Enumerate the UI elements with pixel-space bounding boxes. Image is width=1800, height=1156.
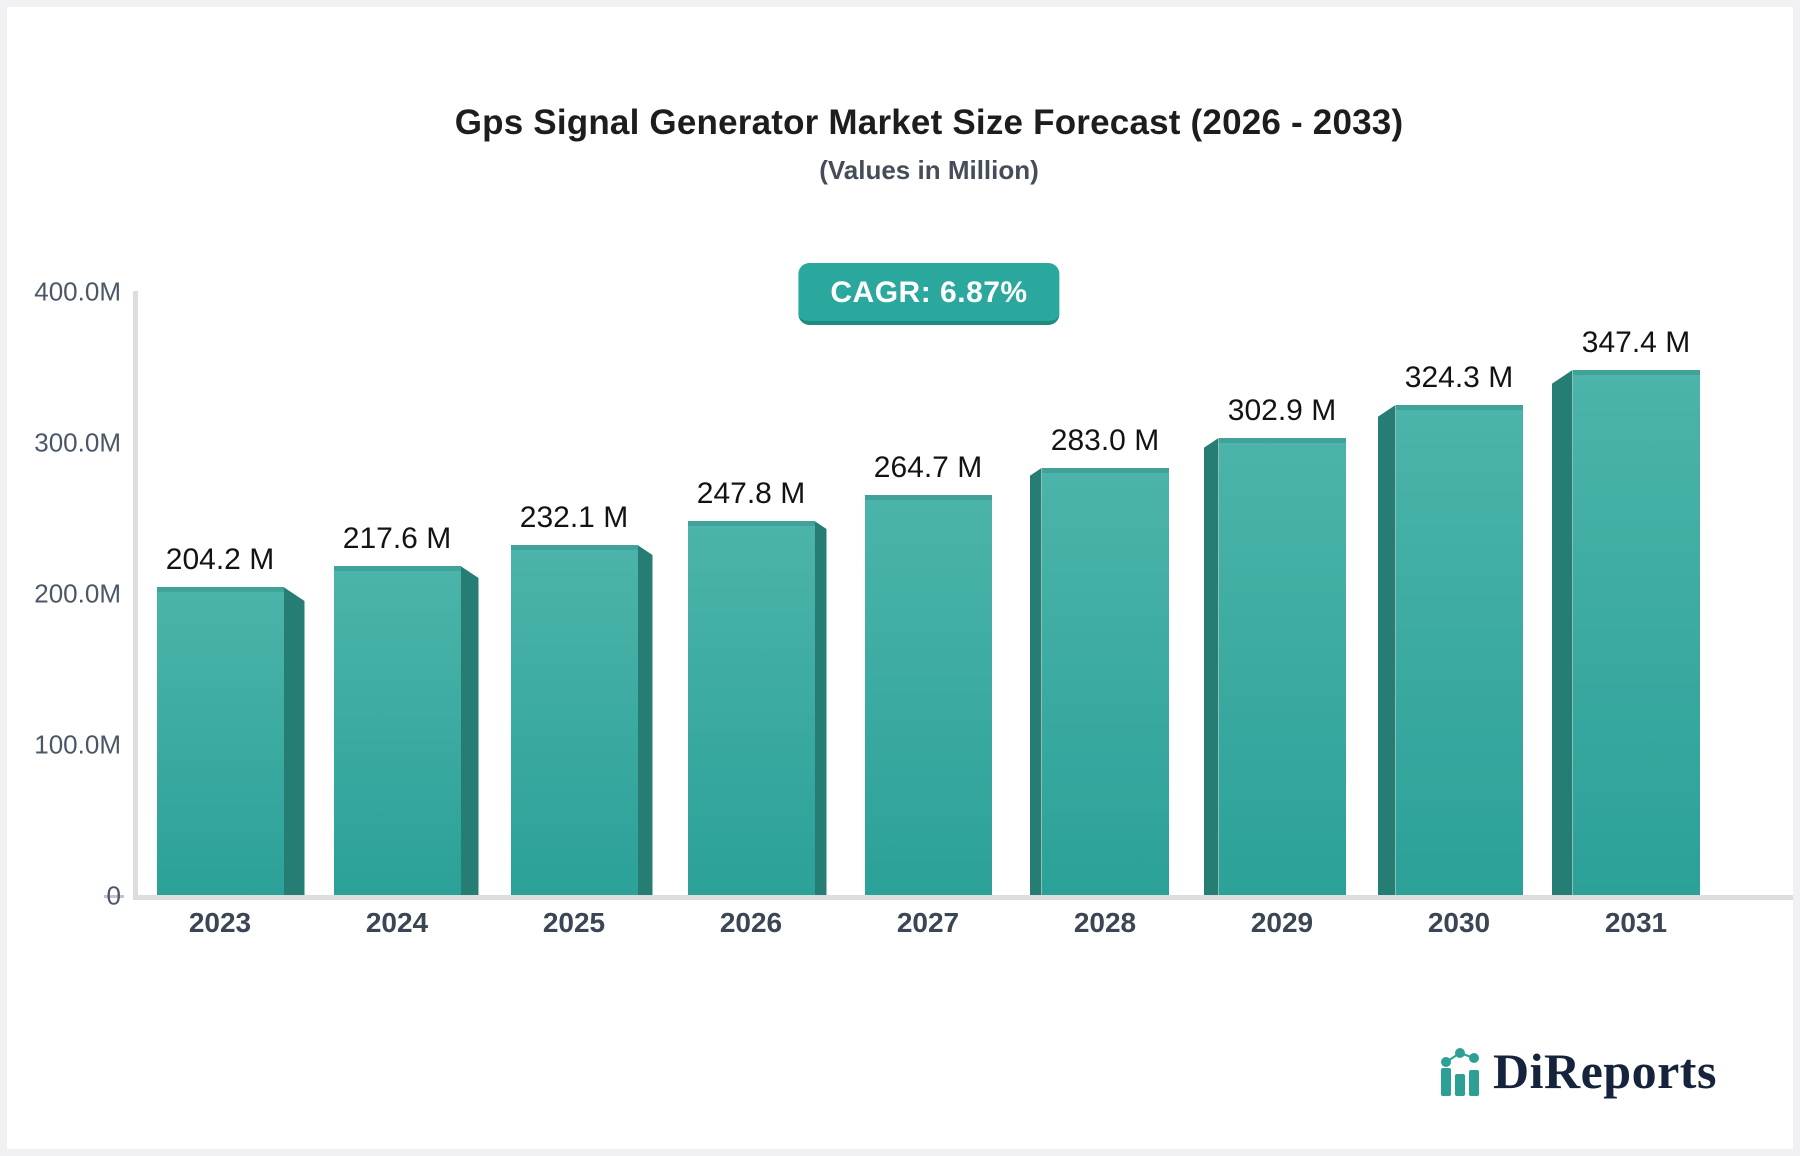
x-axis-tick-label: 2025 (542, 907, 606, 938)
bar-2031[interactable] (1572, 370, 1700, 895)
bar-2023-side (283, 587, 305, 895)
y-axis-tick-label: 0 (106, 880, 121, 911)
x-axis-tick-label: 2031 (1604, 907, 1668, 938)
bar-value-label: 283.0 M (1050, 424, 1160, 457)
x-axis-tick-label: 2028 (1073, 907, 1137, 938)
bar-2024[interactable] (333, 566, 461, 895)
x-axis-tick-label: 2029 (1250, 907, 1314, 938)
bar-2024-side (460, 566, 479, 895)
bar-2025-side (637, 545, 653, 895)
x-axis-tick-label: 2024 (365, 907, 429, 938)
bar-2027[interactable] (864, 495, 992, 895)
chart-title: Gps Signal Generator Market Size Forecas… (454, 103, 1404, 142)
chart-subtitle: (Values in Million) (819, 155, 1039, 185)
bar-value-label: 247.8 M (696, 477, 806, 510)
bar-2023[interactable] (156, 587, 284, 895)
x-axis-tick-label: 2030 (1427, 907, 1491, 938)
bar-2025[interactable] (510, 545, 638, 895)
bar-value-label: 347.4 M (1581, 326, 1691, 359)
bar-2026-side (814, 521, 827, 895)
y-axis-tick-label: 300.0M (34, 427, 121, 458)
bar-2029[interactable] (1218, 438, 1346, 895)
bar-value-label: 232.1 M (519, 501, 629, 534)
y-axis-tick-label: 400.0M (34, 276, 121, 307)
bar-value-label: 264.7 M (873, 451, 983, 484)
y-axis-tick-label: 100.0M (34, 729, 121, 760)
cagr-badge: CAGR: 6.87% (798, 263, 1060, 325)
bar-2026[interactable] (687, 521, 815, 895)
y-axis-line (133, 291, 138, 900)
bar-value-label: 324.3 M (1404, 361, 1514, 394)
y-axis-tick-label: 200.0M (34, 578, 121, 609)
zero-tick-mark (104, 895, 124, 898)
bar-2029-side (1203, 438, 1219, 895)
x-axis-tick-label: 2027 (896, 907, 960, 938)
x-axis-tick-label: 2026 (719, 907, 783, 938)
brand-logo-text: DiReports (1493, 1043, 1717, 1099)
bar-2030-side (1377, 405, 1396, 895)
bar-2031-side (1551, 370, 1573, 895)
x-axis-tick-label: 2023 (188, 907, 252, 938)
x-axis-line (133, 895, 1793, 900)
bar-value-label: 302.9 M (1227, 394, 1337, 427)
brand-logo: DiReports (1439, 1039, 1717, 1103)
bar-2030[interactable] (1395, 405, 1523, 895)
bar-value-label: 217.6 M (342, 522, 452, 555)
bar-chart-logo-icon (1439, 1042, 1485, 1100)
bar-2028[interactable] (1041, 468, 1169, 895)
bar-2028-side (1029, 468, 1042, 895)
bar-value-label: 204.2 M (165, 543, 275, 576)
